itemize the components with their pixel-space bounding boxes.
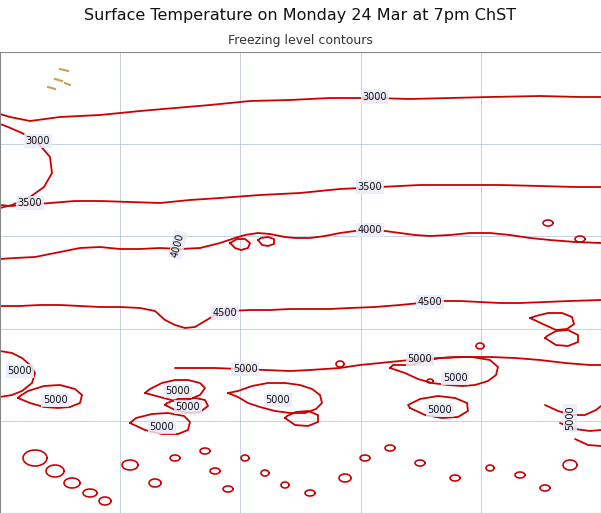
- Text: 3500: 3500: [17, 198, 42, 208]
- Text: 3500: 3500: [358, 182, 382, 192]
- Text: 5000: 5000: [233, 364, 257, 374]
- Text: 4000: 4000: [358, 225, 382, 235]
- Text: 3000: 3000: [26, 136, 50, 146]
- Text: 5000: 5000: [428, 405, 453, 415]
- Text: 4500: 4500: [213, 308, 237, 318]
- Text: Freezing level contours: Freezing level contours: [228, 34, 373, 47]
- Text: 3000: 3000: [363, 92, 387, 102]
- Text: 4000: 4000: [170, 232, 186, 258]
- Text: 4500: 4500: [418, 297, 442, 307]
- Text: 5000: 5000: [565, 406, 575, 430]
- Text: 5000: 5000: [266, 395, 290, 405]
- Text: Surface Temperature on Monday 24 Mar at 7pm ChST: Surface Temperature on Monday 24 Mar at …: [84, 8, 517, 23]
- Text: 5000: 5000: [443, 373, 468, 383]
- Text: 5000: 5000: [407, 354, 432, 364]
- Text: 5000: 5000: [150, 422, 174, 432]
- Text: 5000: 5000: [175, 402, 200, 412]
- Text: 5000: 5000: [43, 395, 67, 405]
- Text: 5000: 5000: [166, 386, 191, 396]
- Text: 5000: 5000: [8, 366, 32, 376]
